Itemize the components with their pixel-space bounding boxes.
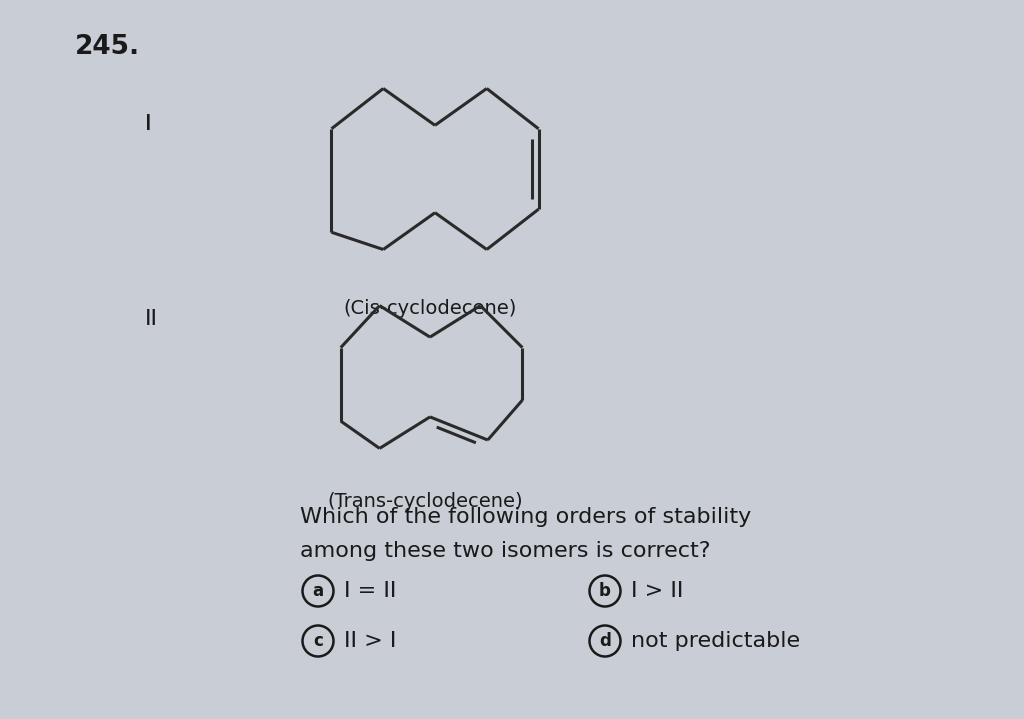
Text: not predictable: not predictable: [631, 631, 800, 651]
Text: (Trans-cyclodecene): (Trans-cyclodecene): [328, 492, 523, 511]
Text: I: I: [145, 114, 152, 134]
Text: I: I: [145, 114, 152, 134]
Text: (Cis-cyclodecene): (Cis-cyclodecene): [343, 299, 517, 318]
Text: I > II: I > II: [631, 581, 683, 601]
Text: Which of the following orders of stability: Which of the following orders of stabili…: [300, 507, 752, 527]
Text: a: a: [312, 582, 324, 600]
Text: b: b: [599, 582, 611, 600]
Text: II > I: II > I: [344, 631, 396, 651]
Text: I = II: I = II: [344, 581, 396, 601]
Text: 245.: 245.: [75, 34, 140, 60]
Text: c: c: [313, 632, 323, 650]
Text: d: d: [599, 632, 611, 650]
Text: II: II: [145, 309, 158, 329]
Text: among these two isomers is correct?: among these two isomers is correct?: [300, 541, 711, 561]
